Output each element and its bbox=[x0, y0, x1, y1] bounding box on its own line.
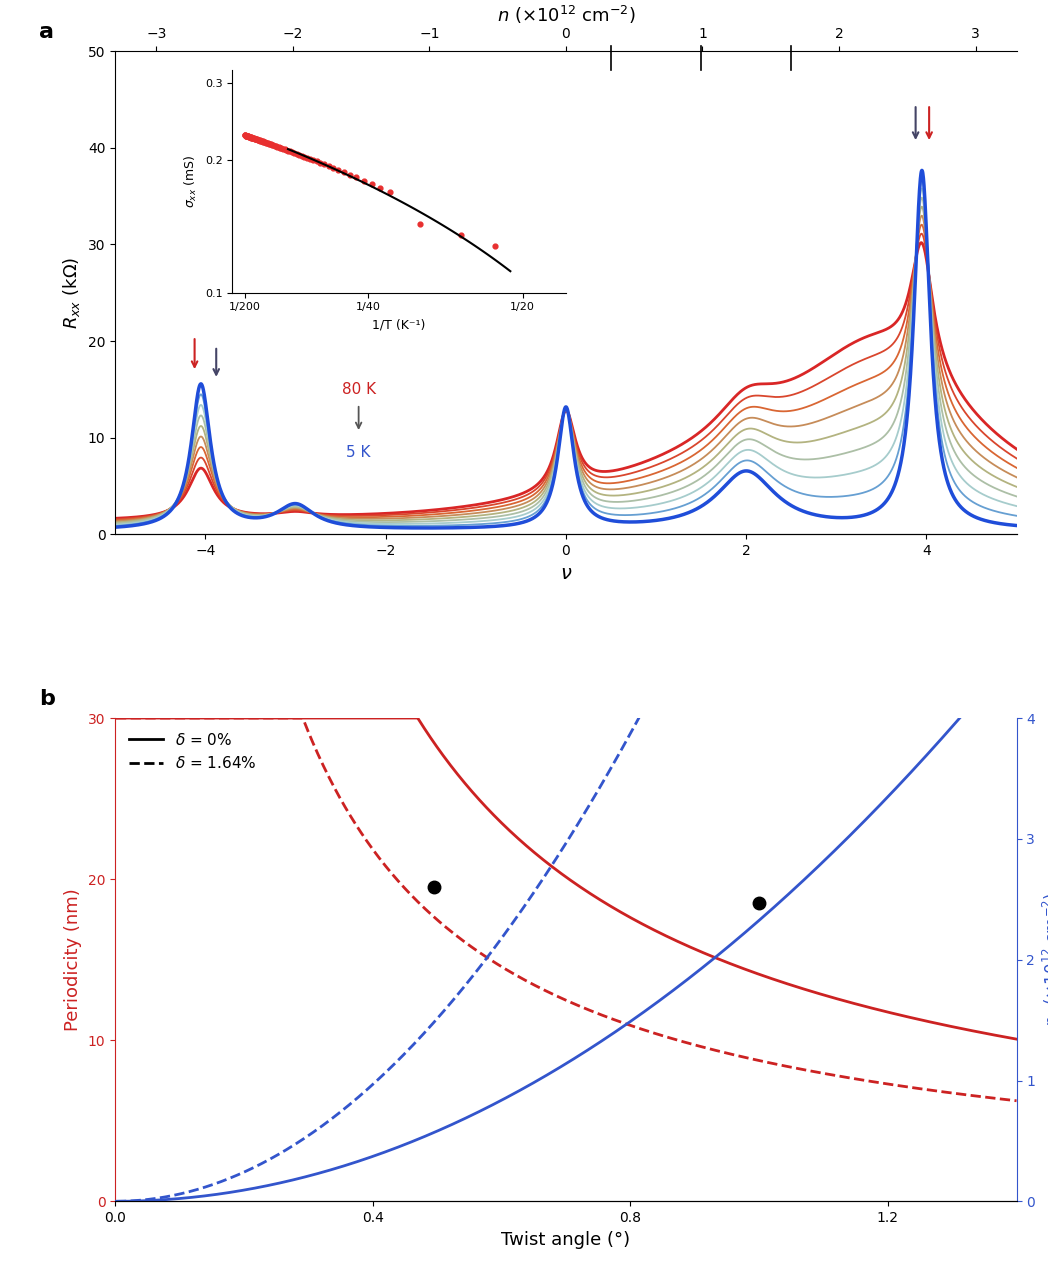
Y-axis label: $R_{xx}$ (k$\Omega$): $R_{xx}$ (k$\Omega$) bbox=[62, 257, 83, 328]
Text: 80 K: 80 K bbox=[342, 382, 375, 397]
Y-axis label: Periodicity (nm): Periodicity (nm) bbox=[64, 888, 83, 1031]
X-axis label: $n$ ($\times$10$^{12}$ cm$^{-2}$): $n$ ($\times$10$^{12}$ cm$^{-2}$) bbox=[497, 4, 635, 26]
Text: 5 K: 5 K bbox=[347, 445, 371, 460]
Y-axis label: $n_s$ ($\times$10$^{12}$ cm$^{-2}$): $n_s$ ($\times$10$^{12}$ cm$^{-2}$) bbox=[1041, 892, 1048, 1028]
Text: a: a bbox=[39, 22, 53, 42]
Text: b: b bbox=[39, 689, 54, 709]
X-axis label: $\nu$: $\nu$ bbox=[560, 564, 572, 583]
Legend: $\delta$ = 0%, $\delta$ = 1.64%: $\delta$ = 0%, $\delta$ = 1.64% bbox=[123, 726, 262, 777]
X-axis label: Twist angle (°): Twist angle (°) bbox=[501, 1231, 631, 1249]
